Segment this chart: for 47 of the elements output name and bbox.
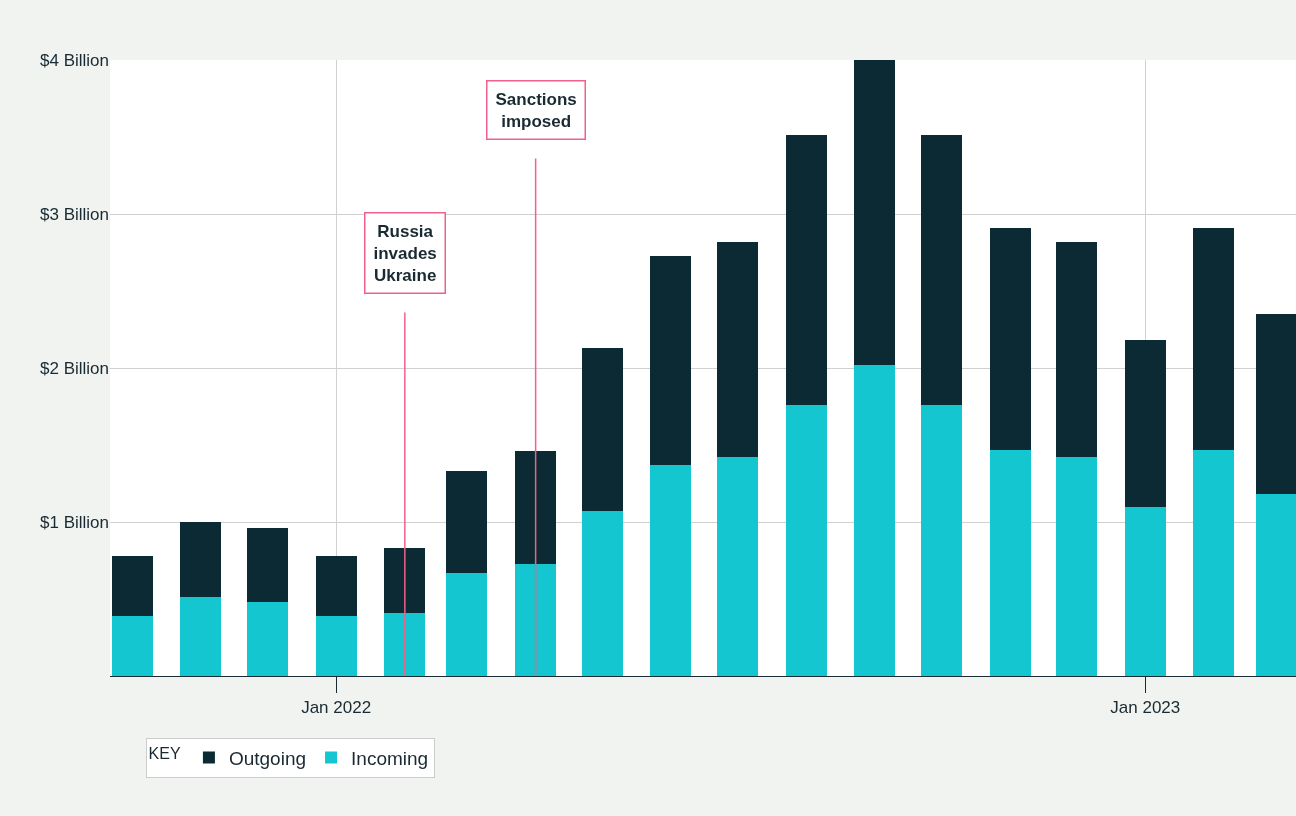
bar: [716, 241, 758, 458]
bar: [854, 364, 896, 676]
bar: [785, 135, 827, 405]
bar: [180, 597, 222, 676]
bar: [446, 471, 488, 573]
bar: [315, 555, 357, 616]
y-tick-label: $1 Billion: [40, 512, 109, 532]
bar: [1193, 227, 1235, 450]
bar: [315, 615, 357, 676]
bar: [1193, 449, 1235, 676]
legend-title: KEY: [148, 745, 181, 763]
bar: [1255, 314, 1296, 495]
bar: [854, 60, 896, 365]
y-tick-label: $4 Billion: [40, 50, 109, 70]
bar: [111, 555, 153, 616]
bar: [1056, 241, 1098, 458]
bar: [989, 449, 1031, 676]
bar: [785, 404, 827, 676]
bar: [246, 528, 288, 603]
bar: [446, 572, 488, 676]
bar: [989, 227, 1031, 450]
bar: [1056, 457, 1098, 676]
bar: [1255, 494, 1296, 676]
bar: [515, 451, 557, 564]
bar: [920, 135, 962, 405]
bar: [920, 404, 962, 676]
bar: [581, 347, 623, 512]
ref-line-label: Sanctions imposed: [495, 89, 577, 131]
x-tick-label: Jan 2022: [301, 698, 372, 718]
bar: [1124, 340, 1166, 507]
bar: [180, 522, 222, 598]
y-tick-label: $2 Billion: [40, 358, 109, 378]
bar: [111, 615, 153, 676]
bar: [581, 511, 623, 676]
bar: [716, 457, 758, 676]
legend-label: Incoming: [351, 747, 429, 769]
ref-line-label: Russia invades Ukraine: [373, 221, 437, 285]
bar: [1124, 506, 1166, 676]
x-tick-label: Jan 2023: [1110, 698, 1181, 718]
y-tick-label: $3 Billion: [40, 204, 109, 224]
legend-label: Outgoing: [228, 747, 307, 769]
bar: [246, 602, 288, 676]
bar: [384, 548, 426, 613]
bar: [384, 612, 426, 676]
bar: [515, 563, 557, 676]
bar: [650, 255, 692, 466]
bar: [650, 465, 692, 676]
